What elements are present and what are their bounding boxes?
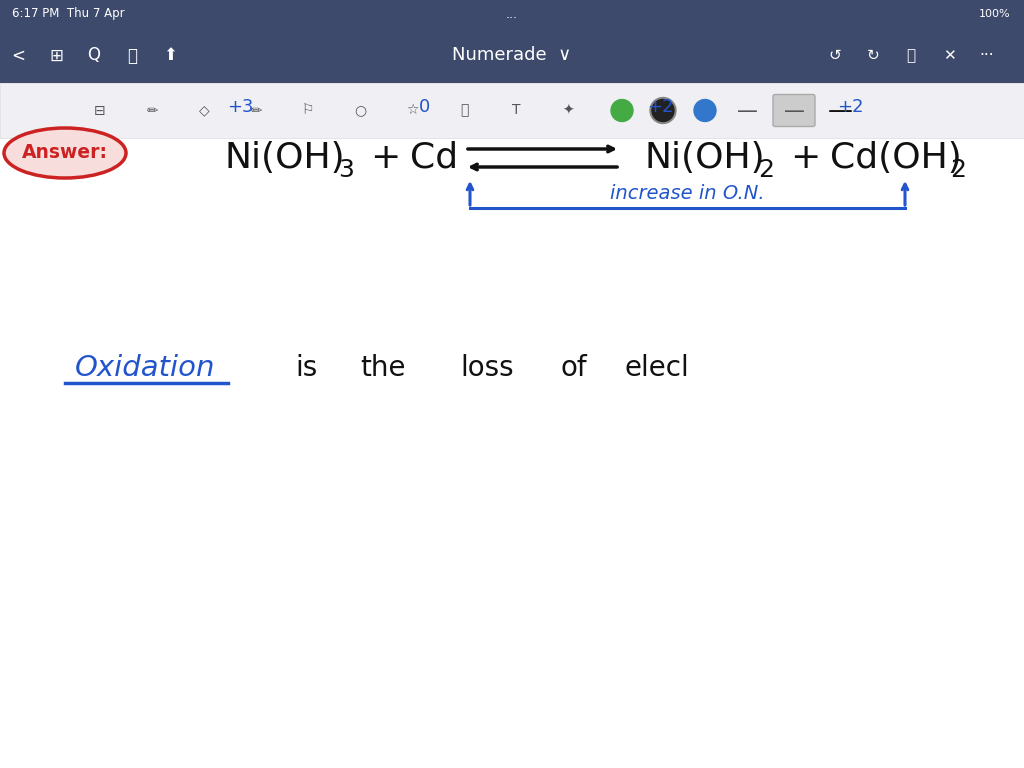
- Text: +: +: [370, 141, 400, 175]
- Text: 3: 3: [338, 158, 354, 182]
- Text: 0: 0: [420, 98, 431, 116]
- Text: is: is: [295, 354, 317, 382]
- Text: ○: ○: [354, 104, 366, 118]
- Text: —: —: [783, 101, 805, 121]
- Text: the: the: [360, 354, 406, 382]
- Circle shape: [611, 100, 633, 121]
- Text: ⬜: ⬜: [906, 48, 915, 63]
- Text: Cd: Cd: [410, 141, 458, 175]
- Text: 2: 2: [950, 158, 966, 182]
- Text: <: <: [11, 47, 25, 65]
- Text: ✏: ✏: [250, 104, 262, 118]
- Text: ✦: ✦: [562, 104, 573, 118]
- Text: ↻: ↻: [866, 48, 880, 63]
- Text: elecl: elecl: [625, 354, 690, 382]
- Text: +2: +2: [837, 98, 863, 116]
- FancyBboxPatch shape: [773, 94, 815, 127]
- Text: Answer:: Answer:: [22, 144, 108, 163]
- Text: ☆: ☆: [406, 104, 418, 118]
- Circle shape: [652, 100, 674, 121]
- Text: loss: loss: [460, 354, 514, 382]
- Text: —: —: [736, 101, 758, 121]
- Text: T: T: [512, 104, 520, 118]
- Text: ⊞: ⊞: [49, 47, 62, 65]
- Text: 🖼: 🖼: [460, 104, 468, 118]
- Text: ···: ···: [980, 48, 994, 63]
- Text: Q: Q: [87, 47, 100, 65]
- Text: Numerade  ∨: Numerade ∨: [453, 47, 571, 65]
- Text: ✕: ✕: [943, 48, 955, 63]
- Ellipse shape: [4, 128, 126, 178]
- Text: +2: +2: [647, 98, 673, 116]
- Text: ◇: ◇: [199, 104, 209, 118]
- Text: +3: +3: [226, 98, 253, 116]
- Circle shape: [650, 98, 676, 124]
- Text: Cd(OH): Cd(OH): [830, 141, 962, 175]
- Text: 🔖: 🔖: [127, 47, 137, 65]
- Text: 6:17 PM  Thu 7 Apr: 6:17 PM Thu 7 Apr: [12, 8, 125, 21]
- Text: ⚐: ⚐: [302, 104, 314, 118]
- Text: ⬆: ⬆: [163, 47, 177, 65]
- Text: +: +: [790, 141, 820, 175]
- Text: Ni(OH): Ni(OH): [225, 141, 346, 175]
- Text: ...: ...: [506, 8, 518, 21]
- Text: of: of: [560, 354, 587, 382]
- Text: ⊟: ⊟: [94, 104, 105, 118]
- Text: 2: 2: [758, 158, 774, 182]
- Circle shape: [694, 100, 716, 121]
- Text: ↺: ↺: [828, 48, 842, 63]
- Text: increase in O.N.: increase in O.N.: [610, 184, 765, 203]
- Text: 100%: 100%: [978, 9, 1010, 19]
- Text: Ni(OH): Ni(OH): [645, 141, 766, 175]
- Text: Oxidation: Oxidation: [75, 354, 215, 382]
- Bar: [0, 0, 1024, 83]
- Text: ✏: ✏: [146, 104, 158, 118]
- Bar: [0, 83, 1024, 138]
- Text: —: —: [827, 98, 853, 123]
